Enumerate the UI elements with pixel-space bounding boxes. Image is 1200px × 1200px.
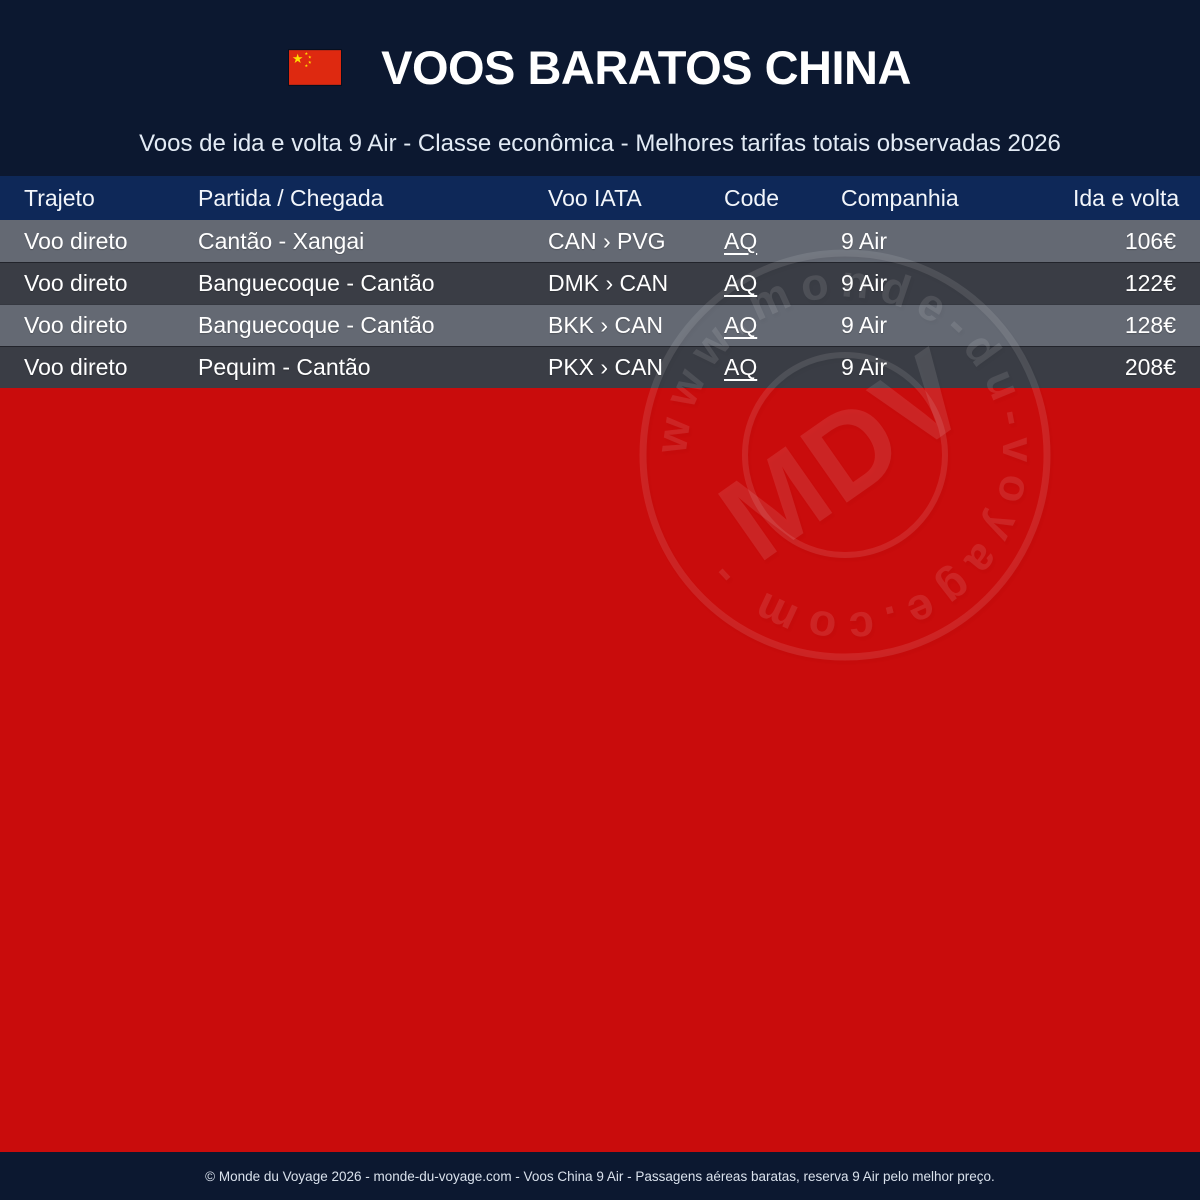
- airline-code-link[interactable]: AQ: [724, 227, 758, 254]
- column-header-partida-chegada: Partida / Chegada: [198, 184, 384, 211]
- column-header-companhia: Companhia: [841, 184, 959, 211]
- brand-row: VOOS BARATOS CHINA: [0, 40, 1200, 94]
- cell-companhia: 9 Air: [841, 270, 888, 296]
- cell-partida: Banguecoque - Cantão: [198, 270, 435, 296]
- cell-trajeto: Voo direto: [24, 227, 128, 254]
- cell-companhia: 9 Air: [841, 354, 888, 380]
- table-row[interactable]: Voo direto Cantão - Xangai CAN › PVG AQ …: [0, 220, 1200, 262]
- airline-code-link[interactable]: AQ: [724, 312, 758, 338]
- cell-companhia: 9 Air: [841, 312, 888, 338]
- cell-price: 122€: [1124, 270, 1176, 296]
- cell-voo-iata: BKK › CAN: [548, 312, 664, 338]
- table-row[interactable]: Voo direto Banguecoque - Cantão BKK › CA…: [0, 304, 1200, 346]
- cell-partida: Cantão - Xangai: [198, 227, 365, 254]
- airline-code-link[interactable]: AQ: [724, 270, 758, 296]
- cell-voo-iata: DMK › CAN: [548, 270, 669, 296]
- cell-price: 106€: [1124, 227, 1176, 254]
- airline-code-link[interactable]: AQ: [724, 354, 758, 380]
- table-row[interactable]: Voo direto Banguecoque - Cantão DMK › CA…: [0, 262, 1200, 304]
- column-header-trajeto: Trajeto: [24, 184, 95, 211]
- cell-voo-iata: PKX › CAN: [548, 354, 664, 380]
- cell-price: 128€: [1124, 312, 1176, 338]
- cell-voo-iata: CAN › PVG: [548, 227, 666, 254]
- cell-trajeto: Voo direto: [24, 270, 128, 296]
- cell-trajeto: Voo direto: [24, 354, 128, 380]
- footer-text: © Monde du Voyage 2026 - monde-du-voyage…: [205, 1168, 995, 1184]
- fares-table: Trajeto Partida / Chegada Voo IATA Code …: [0, 176, 1200, 388]
- cell-companhia: 9 Air: [841, 227, 888, 254]
- column-header-code: Code: [724, 184, 779, 211]
- subtitle: Voos de ida e volta 9 Air - Classe econô…: [139, 130, 1061, 157]
- footer-bar: © Monde du Voyage 2026 - monde-du-voyage…: [0, 1152, 1200, 1200]
- red-background: [0, 388, 1200, 1152]
- page-title: VOOS BARATOS CHINA: [381, 40, 911, 94]
- column-header-voo-iata: Voo IATA: [548, 184, 642, 211]
- column-header-ida-e-volta: Ida e volta: [1073, 184, 1180, 211]
- table-header-row: Trajeto Partida / Chegada Voo IATA Code …: [0, 176, 1200, 220]
- top-banner: VOOS BARATOS CHINA Voos de ida e volta 9…: [0, 0, 1200, 176]
- cell-trajeto: Voo direto: [24, 312, 128, 338]
- cell-partida: Banguecoque - Cantão: [198, 312, 435, 338]
- cell-partida: Pequim - Cantão: [198, 354, 371, 380]
- china-flag-icon: [289, 49, 342, 85]
- cell-price: 208€: [1124, 354, 1176, 380]
- table-row[interactable]: Voo direto Pequim - Cantão PKX › CAN AQ …: [0, 346, 1200, 388]
